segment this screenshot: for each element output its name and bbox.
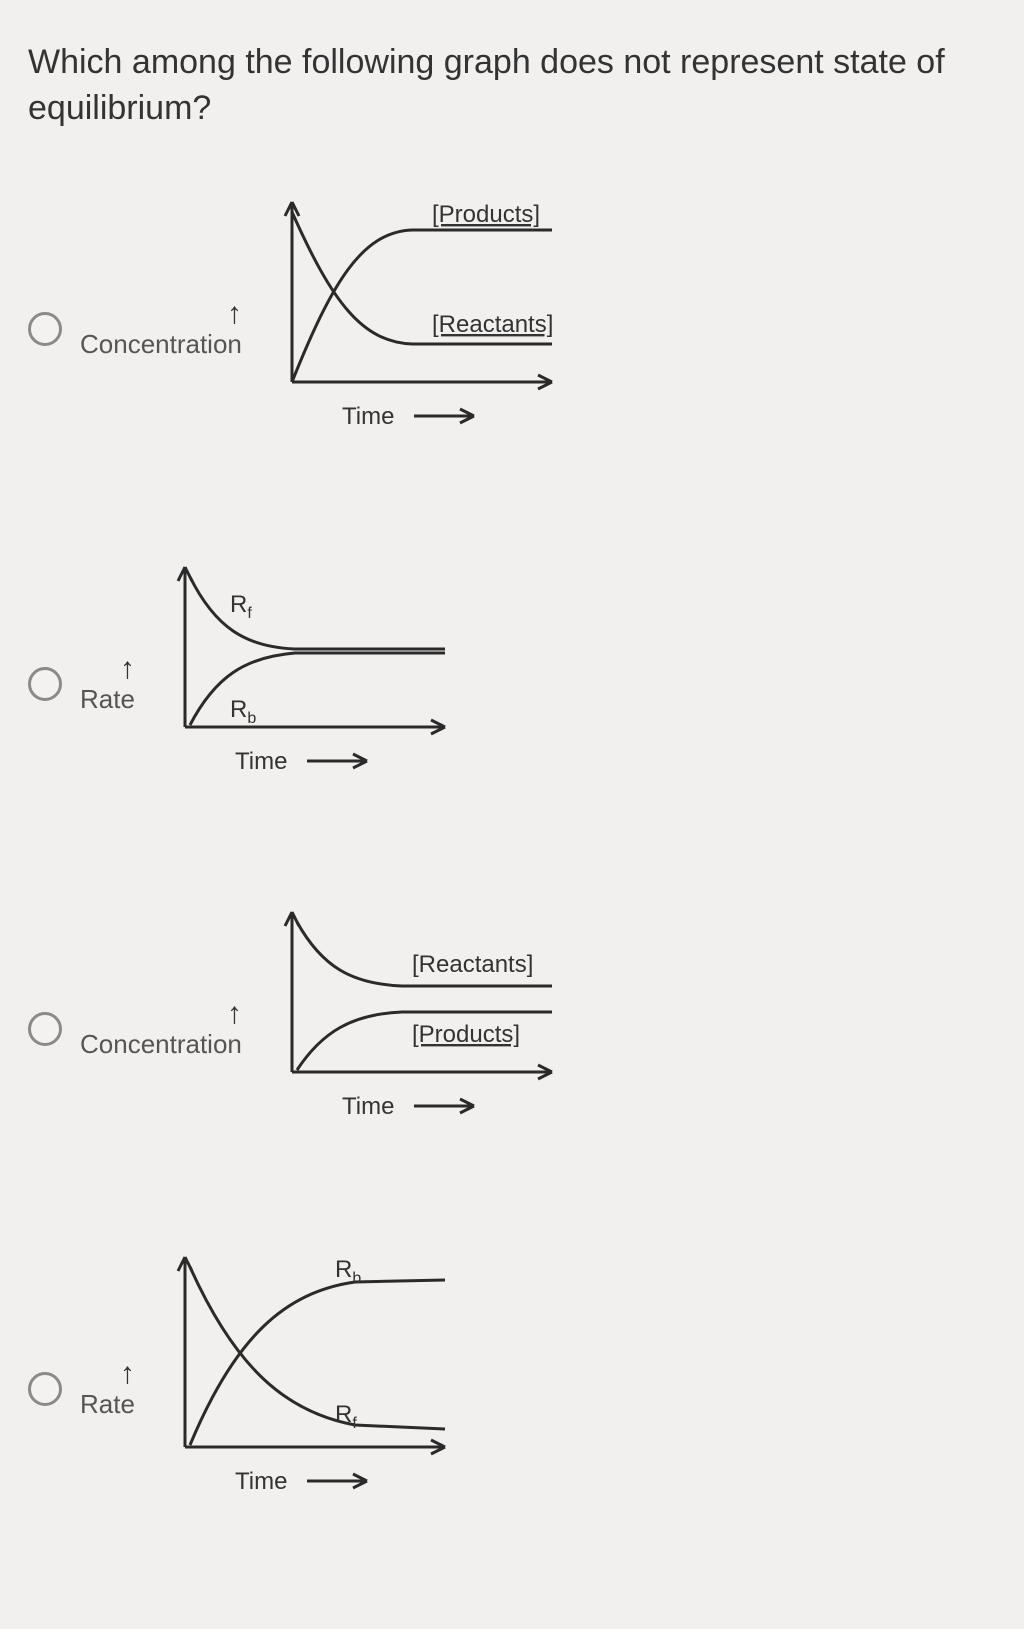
svg-text:[Products]: [Products] <box>412 1021 520 1048</box>
y-axis-label-1: ↑Concentration <box>80 299 242 360</box>
up-arrow-icon: ↑ <box>227 999 242 1029</box>
y-axis-label-3: ↑Concentration <box>80 999 242 1060</box>
question-text: Which among the following graph does not… <box>28 40 996 132</box>
svg-text:Rf: Rf <box>230 591 252 622</box>
svg-text:Rb: Rb <box>230 696 256 727</box>
option-3[interactable]: ↑Concentration [Reactants] [Products] Time <box>28 902 996 1157</box>
graph-2: Rf Rb Time <box>145 557 465 812</box>
products_curve <box>292 230 552 382</box>
ylabel-text-4: Rate <box>80 1389 135 1420</box>
rb_curve <box>190 653 445 725</box>
radio-option-4[interactable] <box>28 1372 62 1406</box>
svg-text:[Reactants]: [Reactants] <box>412 951 533 978</box>
radio-option-1[interactable] <box>28 312 62 346</box>
option-4[interactable]: ↑Rate Rb Rf Time <box>28 1247 996 1532</box>
option-1[interactable]: ↑Concentration [Products] [Reactants] Time <box>28 192 996 467</box>
svg-text:Rf: Rf <box>335 1401 357 1432</box>
up-arrow-icon: ↑ <box>227 299 242 329</box>
svg-text:Time: Time <box>342 403 394 430</box>
radio-option-3[interactable] <box>28 1012 62 1046</box>
ylabel-text-3: Concentration <box>80 1029 242 1060</box>
option-2[interactable]: ↑Rate Rf Rb Time <box>28 557 996 812</box>
up-arrow-icon: ↑ <box>120 1359 135 1389</box>
up-arrow-icon: ↑ <box>120 654 135 684</box>
svg-text:Time: Time <box>235 1468 287 1495</box>
svg-text:Rb: Rb <box>335 1256 361 1287</box>
ylabel-text-1: Concentration <box>80 329 242 360</box>
y-axis-label-4: ↑Rate <box>80 1359 135 1420</box>
graph-3: [Reactants] [Products] Time <box>252 902 572 1157</box>
options-list: ↑Concentration[Products][Reactants]Time↑… <box>28 192 996 1532</box>
radio-option-2[interactable] <box>28 667 62 701</box>
y-axis-label-2: ↑Rate <box>80 654 135 715</box>
rf_curve <box>190 577 445 649</box>
ylabel-text-2: Rate <box>80 684 135 715</box>
svg-text:Time: Time <box>342 1093 394 1120</box>
svg-text:Time: Time <box>235 748 287 775</box>
svg-text:[Reactants]: [Reactants] <box>432 311 553 338</box>
graph-1: [Products] [Reactants] Time <box>252 192 572 467</box>
svg-text:[Products]: [Products] <box>432 201 540 228</box>
rb_curve2 <box>190 1280 445 1445</box>
graph-4: Rb Rf Time <box>145 1247 465 1532</box>
